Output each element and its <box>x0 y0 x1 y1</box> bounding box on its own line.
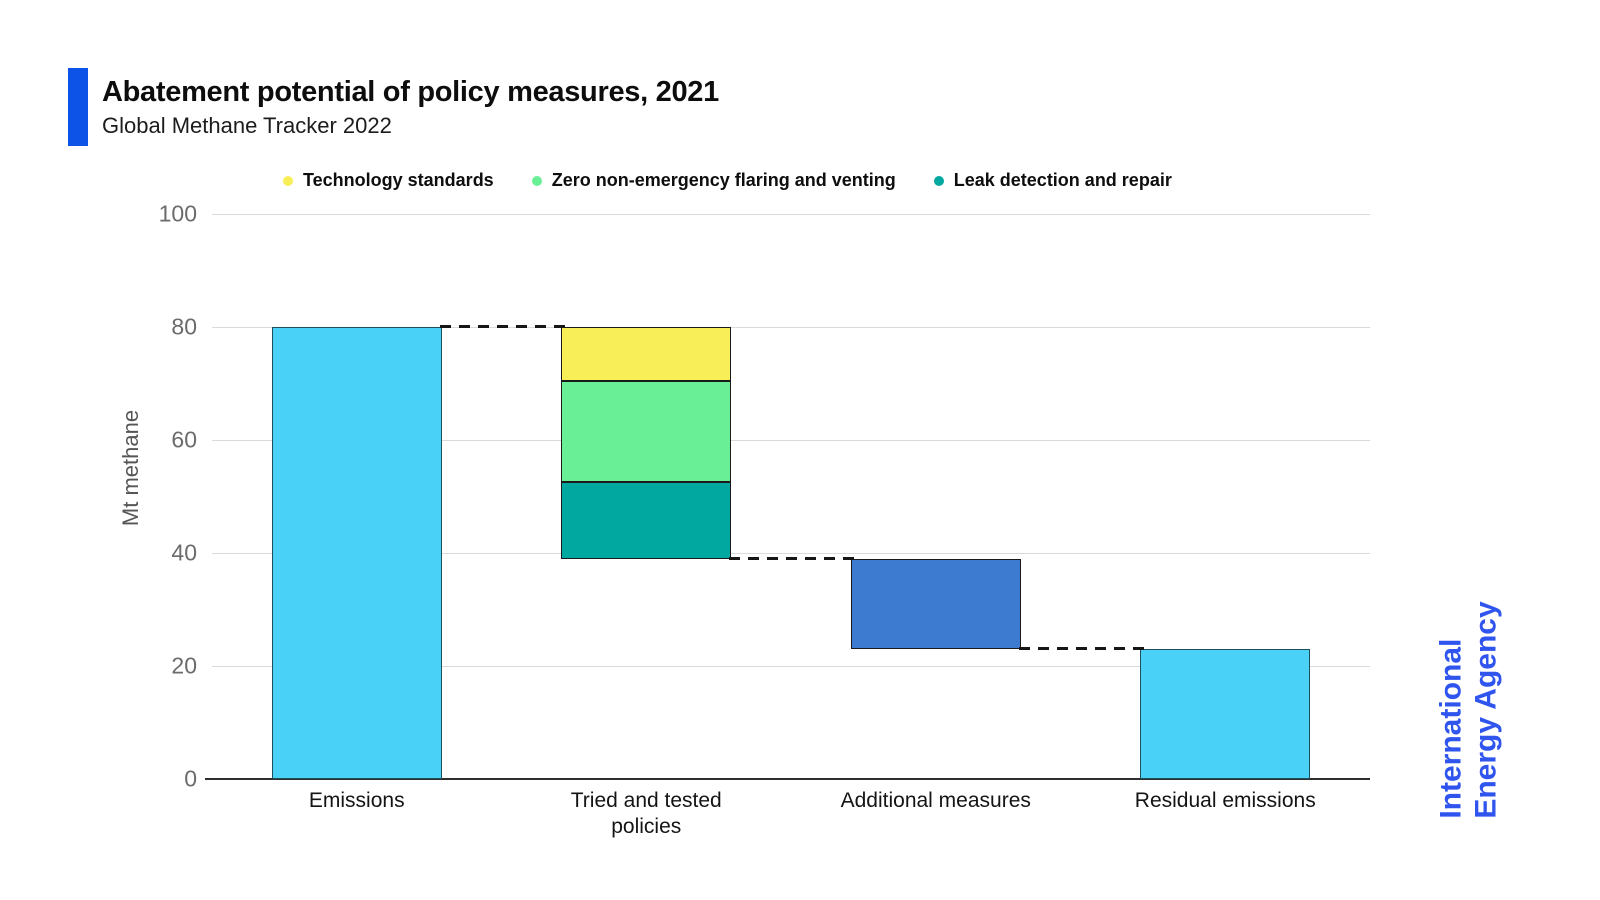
gridline <box>212 440 1370 441</box>
x-axis-label-residual-emissions: Residual emissions <box>1134 789 1316 812</box>
bar-segment-leak-detection-and-repair[interactable] <box>561 482 732 559</box>
gridline <box>212 214 1370 215</box>
iea-logo: International Energy Agency <box>1435 601 1504 818</box>
y-tick-label: 60 <box>171 426 197 453</box>
waterfall-connector <box>729 556 855 560</box>
iea-logo-line1: International <box>1434 638 1468 819</box>
y-tick-label: 40 <box>171 539 197 566</box>
chart-legend: Technology standards Zero non-emergency f… <box>283 170 1172 191</box>
y-tick-label: 0 <box>184 765 197 792</box>
bar-segment-zero-non-emergency-flaring-and-venting[interactable] <box>561 380 732 483</box>
waterfall-connector <box>1018 647 1145 651</box>
legend-dot-icon <box>531 175 542 186</box>
x-axis-label-additional-measures: Additional measures <box>840 789 1031 812</box>
x-axis-label-tried-and-tested-policies: Tried and tested policies <box>570 789 722 839</box>
legend-item-leak-detection-and-repair[interactable]: Leak detection and repair <box>933 170 1172 191</box>
bar-segment-residual-emissions[interactable] <box>1140 649 1311 779</box>
gridline <box>212 666 1370 667</box>
legend-item-technology-standards[interactable]: Technology standards <box>283 170 494 191</box>
bar-segment-technology-standards[interactable] <box>561 327 732 381</box>
iea-logo-line2: Energy Agency <box>1469 601 1502 819</box>
legend-dot-icon <box>283 175 293 186</box>
bar-segment-emissions[interactable] <box>271 327 442 779</box>
x-axis-label-emissions: Emissions <box>308 789 405 812</box>
accent-bar <box>68 68 88 146</box>
gridline <box>212 553 1370 554</box>
gridline <box>212 327 1370 328</box>
legend-item-zero-non-emergency-flaring-and-venting[interactable]: Zero non-emergency flaring and venting <box>531 170 896 191</box>
x-axis-line <box>205 778 1370 780</box>
y-tick-label: 20 <box>171 652 197 679</box>
waterfall-connector <box>439 325 566 328</box>
legend-label: Technology standards <box>303 170 494 190</box>
page-subtitle: Global Methane Tracker 2022 <box>102 113 392 138</box>
legend-label: Leak detection and repair <box>953 170 1172 190</box>
y-tick-label: 80 <box>171 313 197 340</box>
legend-label: Zero non-emergency flaring and venting <box>551 170 896 190</box>
legend-dot-icon <box>933 175 944 186</box>
bar-segment-additional-measures[interactable] <box>850 558 1021 650</box>
y-axis-title: Mt methane <box>118 409 143 527</box>
page-title: Abatement potential of policy measures, … <box>102 76 719 108</box>
y-tick-label: 100 <box>158 200 197 227</box>
